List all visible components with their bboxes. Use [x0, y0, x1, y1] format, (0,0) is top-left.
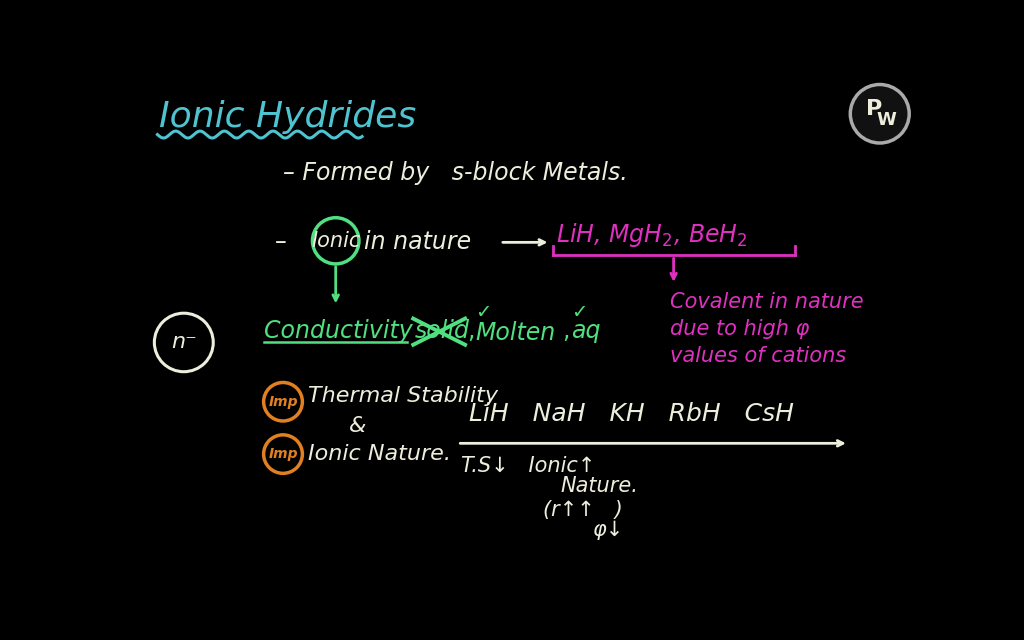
Text: Imp: Imp	[268, 447, 298, 461]
Text: ,: ,	[562, 319, 569, 343]
Text: LiH   NaH   KH   RbH   CsH: LiH NaH KH RbH CsH	[469, 402, 794, 426]
Text: Molten: Molten	[475, 321, 555, 345]
Text: in nature: in nature	[365, 230, 471, 254]
Text: Thermal Stability: Thermal Stability	[308, 387, 498, 406]
Text: W: W	[876, 111, 896, 129]
Text: solid: solid	[415, 319, 470, 343]
Text: Ionic: Ionic	[311, 231, 360, 251]
Text: P: P	[866, 99, 883, 119]
Text: –: –	[275, 230, 287, 254]
Text: values of cations: values of cations	[671, 346, 847, 366]
Text: Imp: Imp	[268, 395, 298, 409]
Text: ✓: ✓	[475, 303, 492, 322]
Text: n⁻: n⁻	[171, 332, 197, 353]
Circle shape	[850, 84, 909, 143]
Text: ✓: ✓	[571, 303, 588, 322]
Text: Covalent in nature: Covalent in nature	[671, 292, 864, 312]
Text: due to high φ: due to high φ	[671, 319, 810, 339]
Text: (r↑↑   ): (r↑↑ )	[543, 500, 623, 520]
Text: T.S↓   Ionic↑: T.S↓ Ionic↑	[461, 456, 596, 476]
Text: Ionic Hydrides: Ionic Hydrides	[159, 100, 416, 134]
Text: ,: ,	[467, 319, 475, 343]
Text: &: &	[349, 415, 367, 436]
Text: Nature.: Nature.	[560, 476, 638, 495]
Text: Conductivity: Conductivity	[263, 319, 413, 343]
Text: – Formed by   s-block Metals.: – Formed by s-block Metals.	[283, 161, 628, 185]
Text: Ionic Nature.: Ionic Nature.	[308, 444, 451, 464]
Text: aq: aq	[571, 319, 601, 343]
Text: φ↓: φ↓	[593, 520, 625, 540]
Text: LiH, MgH$_2$, BeH$_2$: LiH, MgH$_2$, BeH$_2$	[556, 221, 748, 249]
